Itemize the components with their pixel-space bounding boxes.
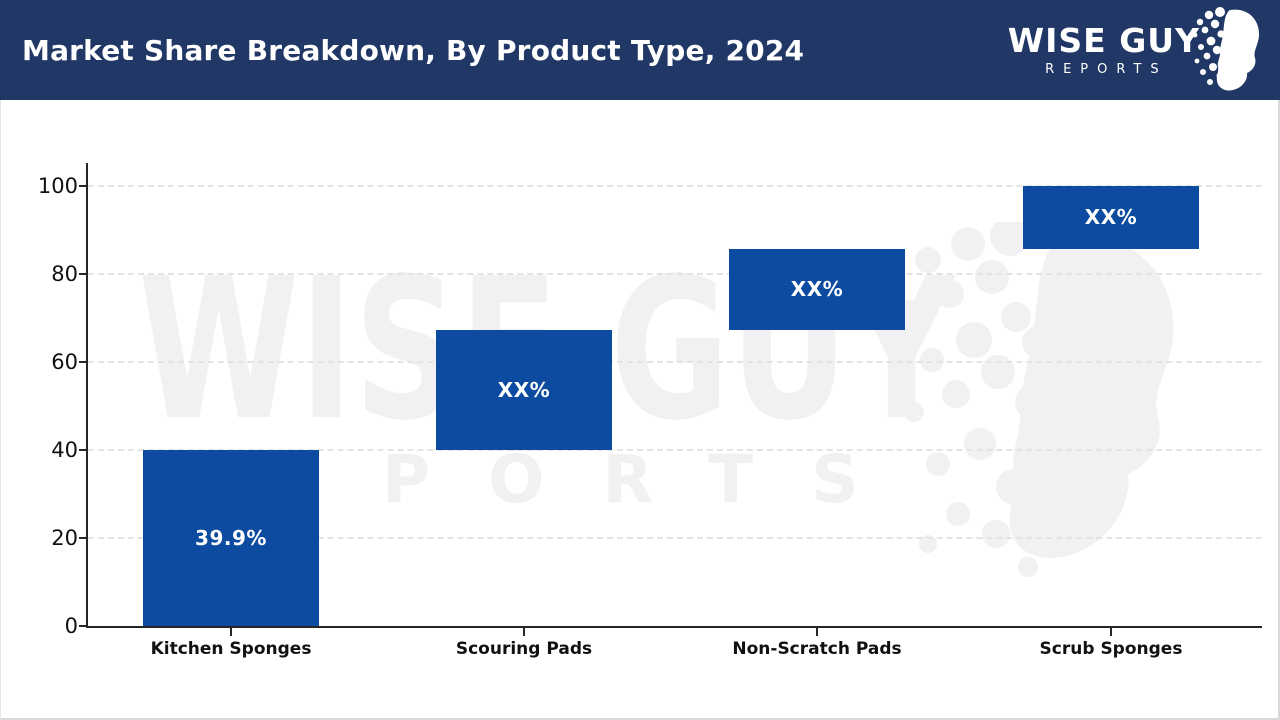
y-axis-tick-label: 40 bbox=[51, 438, 78, 462]
x-axis-line bbox=[86, 626, 1262, 628]
x-axis-category-label: Non-Scratch Pads bbox=[732, 639, 902, 659]
y-axis-tick bbox=[79, 273, 88, 275]
y-gridline bbox=[88, 273, 1262, 275]
bar-scrub-sponges: XX% bbox=[1023, 186, 1199, 249]
y-axis-tick bbox=[79, 361, 88, 363]
bar-scouring-pads: XX% bbox=[436, 329, 612, 451]
x-axis-category-label: Scrub Sponges bbox=[1039, 639, 1183, 659]
brand-name: WISE GUY bbox=[1007, 20, 1200, 60]
brand-face-icon bbox=[1192, 7, 1260, 91]
bar-value-label: 39.9% bbox=[195, 526, 267, 551]
brand-logo-text: WISE GUY REPORTS bbox=[1008, 24, 1200, 77]
brand-logo: WISE GUY REPORTS bbox=[1008, 6, 1266, 94]
y-axis-tick-label: 80 bbox=[51, 262, 78, 286]
bar-value-label: XX% bbox=[1084, 205, 1138, 230]
y-axis-tick-label: 20 bbox=[51, 526, 78, 550]
y-axis-tick bbox=[79, 449, 88, 451]
y-axis-tick bbox=[79, 185, 88, 187]
x-axis-tick bbox=[1110, 628, 1112, 636]
y-axis-tick bbox=[79, 625, 88, 627]
y-gridline bbox=[88, 361, 1262, 363]
y-gridline bbox=[88, 537, 1262, 539]
x-axis-category-label: Scouring Pads bbox=[455, 639, 593, 659]
x-axis-tick bbox=[816, 628, 818, 636]
x-axis-tick bbox=[523, 628, 525, 636]
y-axis-tick-label: 100 bbox=[37, 174, 78, 198]
page-title: Market Share Breakdown, By Product Type,… bbox=[22, 33, 805, 67]
y-gridline bbox=[88, 185, 1262, 187]
bar-non-scratch-pads: XX% bbox=[729, 248, 905, 330]
x-axis-tick bbox=[230, 628, 232, 636]
y-axis-tick-label: 60 bbox=[51, 350, 78, 374]
y-axis-line bbox=[86, 163, 88, 628]
y-gridline bbox=[88, 449, 1262, 451]
y-axis-tick bbox=[79, 537, 88, 539]
bar-value-label: XX% bbox=[790, 277, 844, 302]
bar-kitchen-sponges: 39.9% bbox=[143, 450, 319, 626]
bar-value-label: XX% bbox=[497, 378, 551, 403]
x-axis-category-label: Kitchen Sponges bbox=[150, 639, 312, 659]
y-axis-tick-label: 0 bbox=[64, 614, 78, 638]
header: Market Share Breakdown, By Product Type,… bbox=[0, 0, 1280, 100]
brand-subtitle: REPORTS bbox=[1045, 61, 1168, 77]
